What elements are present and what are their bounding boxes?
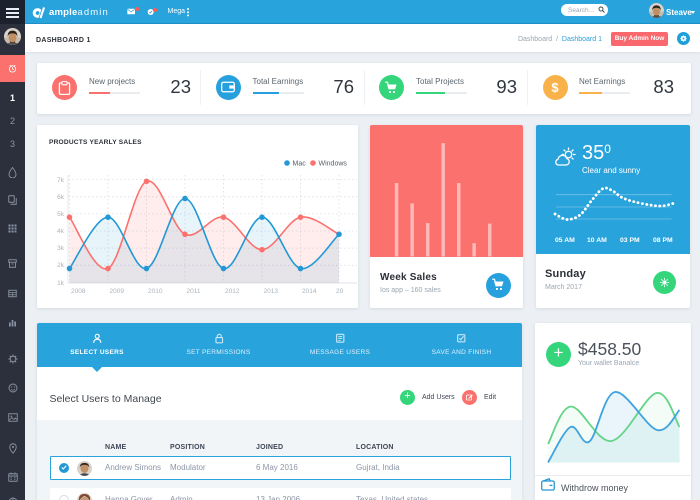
svg-text:2008: 2008 <box>71 288 86 295</box>
svg-text:05 AM: 05 AM <box>555 237 575 244</box>
svg-text:20: 20 <box>336 288 344 295</box>
svg-text:2011: 2011 <box>186 288 200 295</box>
svg-text:2014: 2014 <box>302 288 317 295</box>
svg-text:03 PM: 03 PM <box>620 237 640 244</box>
svg-text:2013: 2013 <box>263 288 278 295</box>
svg-text:2009: 2009 <box>109 288 124 295</box>
svg-text:08 PM: 08 PM <box>653 237 673 244</box>
svg-text:Mac: Mac <box>292 161 306 168</box>
svg-text:2010: 2010 <box>148 288 163 295</box>
svg-text:6k: 6k <box>57 194 65 201</box>
svg-text:5k: 5k <box>57 211 65 218</box>
svg-text:4k: 4k <box>57 228 65 235</box>
svg-text:2012: 2012 <box>225 288 240 295</box>
svg-text:7k: 7k <box>57 177 65 184</box>
svg-text:1k: 1k <box>57 280 65 287</box>
svg-text:Windows: Windows <box>318 161 347 168</box>
svg-text:3k: 3k <box>57 245 65 252</box>
svg-text:10 AM: 10 AM <box>587 237 607 244</box>
svg-text:2k: 2k <box>57 262 65 269</box>
